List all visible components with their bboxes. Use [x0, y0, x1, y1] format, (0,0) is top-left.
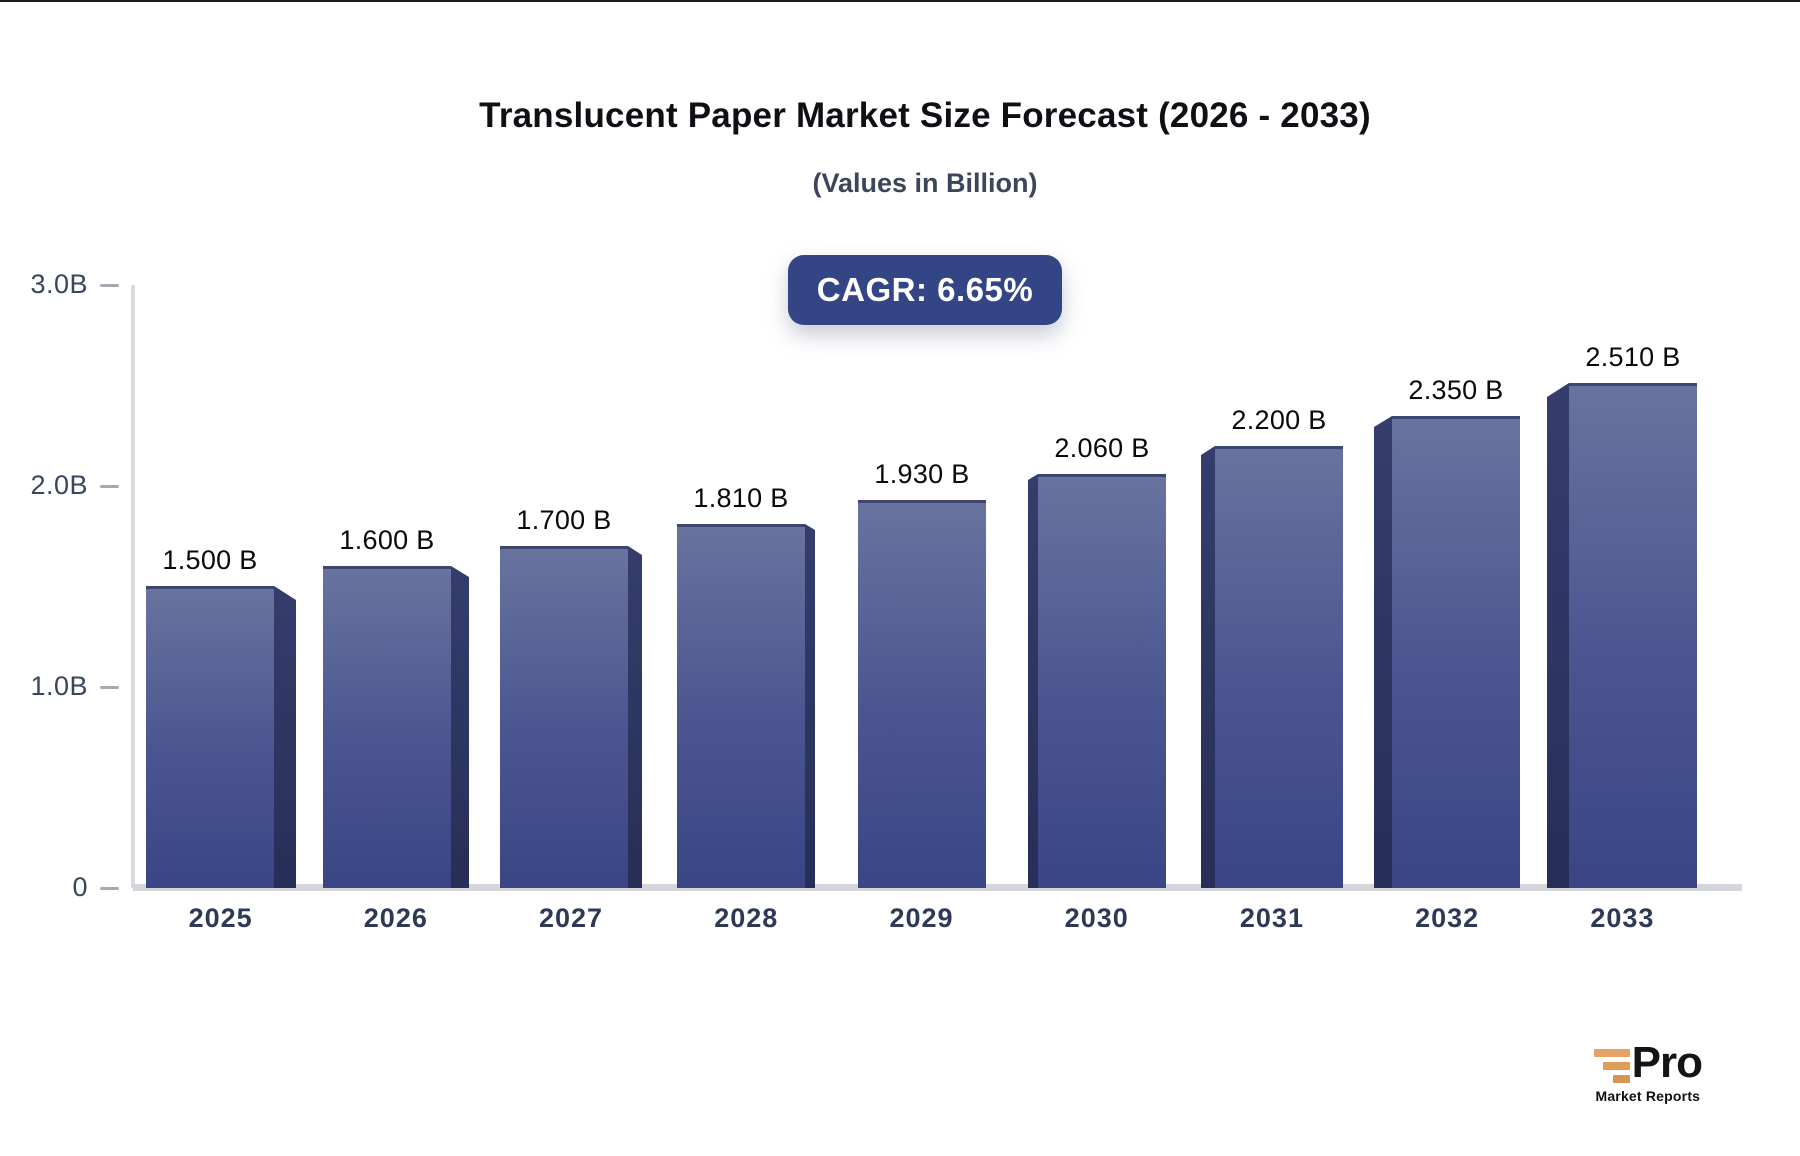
bar-front-face	[677, 524, 805, 888]
y-tick-mark	[100, 887, 119, 890]
bar-2031: 2.200 B	[1201, 405, 1343, 888]
logo-row: Pro	[1593, 1038, 1703, 1087]
bar-side-face	[628, 546, 642, 888]
cagr-badge: CAGR: 6.65%	[788, 255, 1062, 325]
logo-bars-icon	[1593, 1049, 1630, 1083]
bar-front-face	[1569, 383, 1697, 888]
bar-value-label: 2.060 B	[1054, 433, 1150, 463]
y-axis-line	[131, 285, 135, 888]
bar-side-face	[1374, 416, 1392, 888]
bar-2033: 2.510 B	[1547, 342, 1697, 888]
bar-front-face	[323, 566, 451, 888]
logo-bar-icon	[1602, 1062, 1630, 1070]
bar-value-label: 1.700 B	[516, 505, 612, 535]
y-tick-mark	[100, 284, 119, 287]
bar-side-face	[805, 524, 815, 888]
y-tick-mark	[100, 485, 119, 488]
bar-2028: 1.810 B	[677, 483, 815, 888]
page-title: Translucent Paper Market Size Forecast (…	[479, 96, 1371, 135]
bar-side-face	[1547, 383, 1569, 888]
bar-value-label: 1.600 B	[339, 525, 435, 555]
x-tick-label: 2030	[1064, 903, 1129, 933]
x-tick-label: 2029	[889, 903, 954, 933]
bar-front-face	[1038, 474, 1166, 888]
bar-front-face	[1392, 416, 1520, 888]
y-tick-label: 2.0B	[30, 470, 88, 500]
x-tick-label: 2033	[1590, 903, 1655, 933]
bar-2027: 1.700 B	[500, 505, 642, 888]
x-tick-label: 2025	[188, 903, 253, 933]
bar-side-face	[274, 586, 296, 888]
bar-value-label: 1.500 B	[162, 545, 258, 575]
y-tick-mark	[100, 686, 119, 689]
chart-subtitle: (Values in Billion)	[812, 168, 1038, 198]
bar-side-face	[1201, 446, 1215, 888]
y-tick-label: 3.0B	[30, 269, 88, 299]
logo-tagline: Market Reports	[1595, 1088, 1701, 1104]
y-tick-label: 1.0B	[30, 671, 88, 701]
bar-front-face	[500, 546, 628, 888]
bar-side-face	[451, 566, 469, 888]
logo-bar-icon	[1612, 1075, 1630, 1083]
x-tick-label: 2032	[1415, 903, 1480, 933]
bar-side-face	[1028, 474, 1038, 888]
bar-front-face	[1215, 446, 1343, 888]
bar-2032: 2.350 B	[1374, 375, 1520, 888]
bar-value-label: 2.350 B	[1408, 375, 1504, 405]
logo-brand-text: Pro	[1631, 1038, 1703, 1087]
bar-value-label: 2.200 B	[1231, 405, 1327, 435]
bar-2029: 1.930 B	[858, 459, 986, 888]
x-tick-label: 2031	[1239, 903, 1304, 933]
x-tick-label: 2026	[363, 903, 428, 933]
cagr-badge-label: CAGR: 6.65%	[816, 271, 1034, 308]
pro-market-reports-logo: Pro Market Reports	[1593, 1038, 1703, 1104]
bar-value-label: 2.510 B	[1585, 342, 1681, 372]
x-tick-label: 2028	[714, 903, 779, 933]
bar-2030: 2.060 B	[1028, 433, 1166, 888]
bar-value-label: 1.930 B	[874, 459, 970, 489]
bar-2025: 1.500 B	[146, 545, 296, 888]
bar-value-label: 1.810 B	[693, 483, 789, 513]
logo-bar-icon	[1593, 1049, 1630, 1057]
page-top-border	[0, 0, 1800, 2]
bar-front-face	[858, 500, 986, 888]
y-tick-label: 0	[72, 872, 88, 902]
bar-2026: 1.600 B	[323, 525, 469, 888]
x-tick-label: 2027	[539, 903, 604, 933]
bar-front-face	[146, 586, 274, 888]
